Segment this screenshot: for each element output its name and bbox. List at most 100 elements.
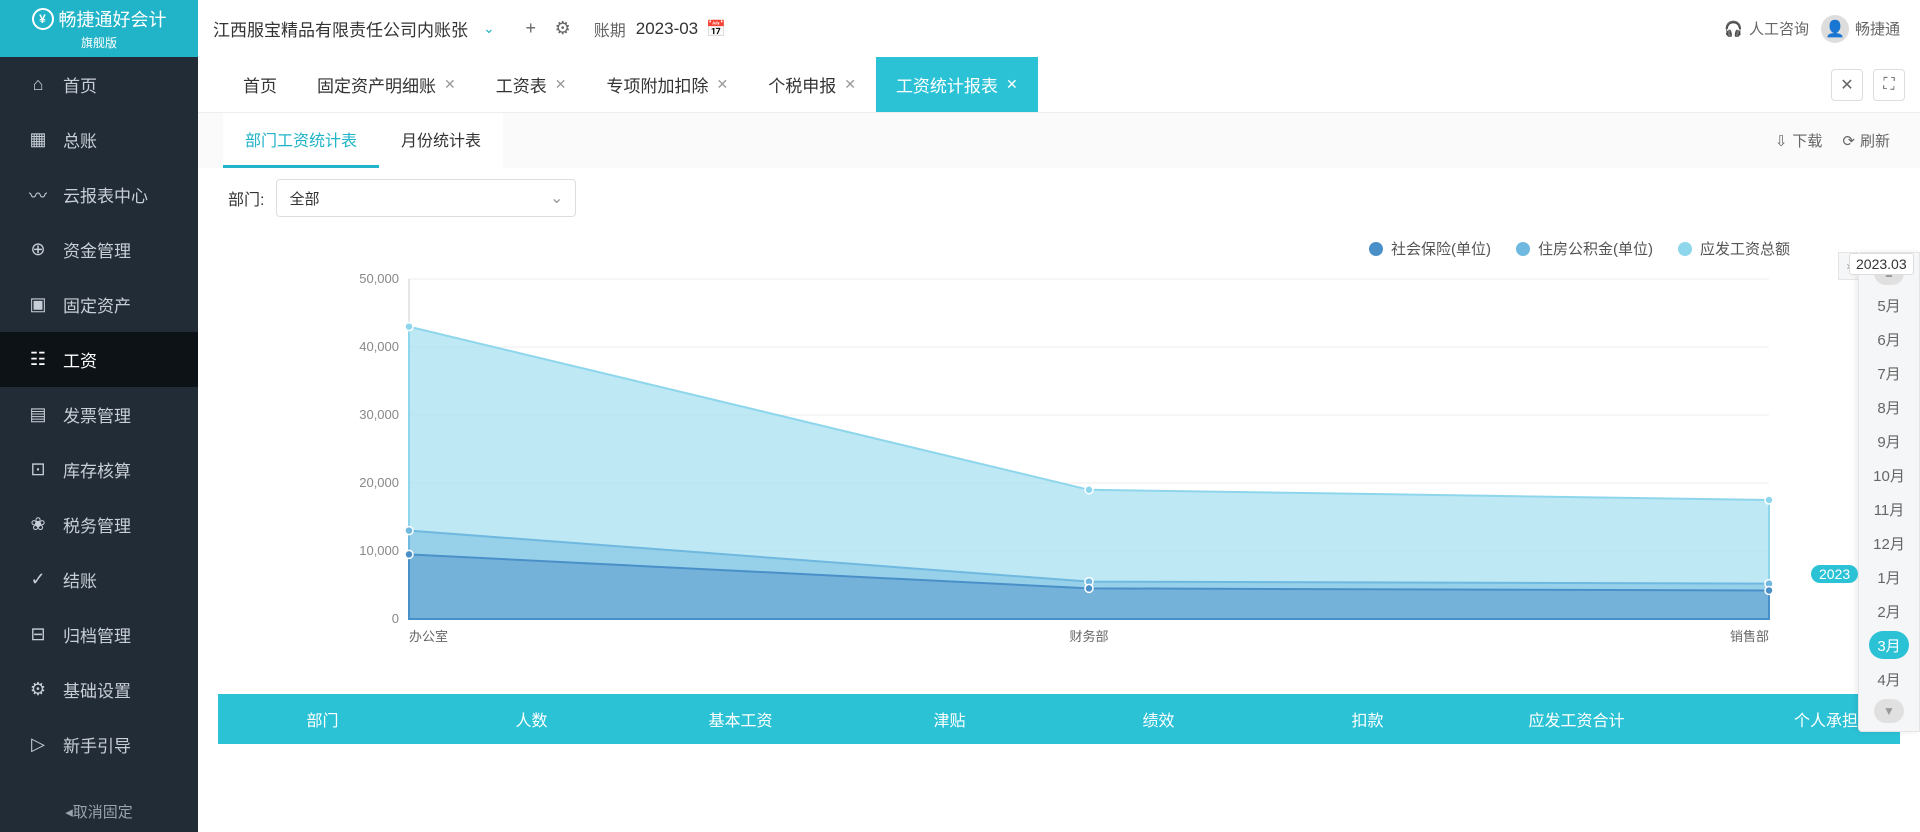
- table-header-cell: 绩效: [1054, 707, 1263, 731]
- sub-tabs: 部门工资统计表月份统计表 ⇩ 下载 ⟳ 刷新: [198, 113, 1920, 168]
- tab-close-icon[interactable]: ✕: [844, 76, 856, 93]
- sidebar-icon: ▤: [28, 405, 48, 425]
- main-content: 首页固定资产明细账✕工资表✕专项附加扣除✕个税申报✕工资统计报表✕ ✕ ⛶ 部门…: [198, 57, 1920, 832]
- sidebar-item-10[interactable]: ⊟归档管理: [0, 607, 198, 662]
- department-select[interactable]: 全部 ⌄: [276, 179, 576, 217]
- sidebar-item-1[interactable]: ▦总账: [0, 112, 198, 167]
- legend-dot: [1516, 242, 1530, 256]
- logo-text: 畅捷通好会计: [59, 6, 167, 32]
- legend-item[interactable]: 社会保险(单位): [1369, 238, 1491, 259]
- refresh-button[interactable]: ⟳ 刷新: [1842, 130, 1890, 151]
- tab-3[interactable]: 专项附加扣除✕: [586, 57, 748, 112]
- sidebar-item-9[interactable]: ✓结账: [0, 552, 198, 607]
- tab-close-icon[interactable]: ✕: [555, 76, 567, 93]
- consult-button[interactable]: 🎧 人工咨询: [1724, 18, 1809, 39]
- company-dropdown-icon[interactable]: ⌄: [483, 20, 495, 37]
- tab-1[interactable]: 固定资产明细账✕: [297, 57, 476, 112]
- month-item[interactable]: 7月: [1869, 359, 1909, 387]
- tab-2[interactable]: 工资表✕: [476, 57, 587, 112]
- table-header-cell: 人数: [427, 707, 636, 731]
- sidebar-item-3[interactable]: ⊕资金管理: [0, 222, 198, 277]
- area-chart: 010,00020,00030,00040,00050,000办公室财务部销售部: [228, 269, 1890, 679]
- sidebar-icon: ⊡: [28, 460, 48, 480]
- settings-icon[interactable]: ⚙: [547, 13, 579, 45]
- table-header-cell: 应发工资合计: [1472, 707, 1681, 731]
- sidebar-item-8[interactable]: ❀税务管理: [0, 497, 198, 552]
- refresh-icon: ⟳: [1842, 132, 1855, 150]
- month-down[interactable]: ▼: [1874, 699, 1904, 723]
- table-header-cell: 津贴: [845, 707, 1054, 731]
- month-item[interactable]: 11月: [1869, 495, 1909, 523]
- sidebar-item-6[interactable]: ▤发票管理: [0, 387, 198, 442]
- tab-4[interactable]: 个税申报✕: [748, 57, 876, 112]
- month-item[interactable]: 2月: [1869, 597, 1909, 625]
- chevron-down-icon: ⌄: [550, 188, 563, 208]
- close-all-tabs[interactable]: ✕: [1831, 69, 1863, 101]
- sidebar-icon: ▷: [28, 735, 48, 755]
- user-menu[interactable]: 👤 畅捷通: [1821, 15, 1900, 43]
- svg-text:0: 0: [392, 611, 399, 626]
- sub-tab-0[interactable]: 部门工资统计表: [223, 112, 379, 168]
- filter-row: 部门: 全部 ⌄: [198, 168, 1920, 228]
- month-item[interactable]: 8月: [1869, 393, 1909, 421]
- tab-5[interactable]: 工资统计报表✕: [876, 57, 1038, 112]
- sidebar-item-2[interactable]: 〰云报表中心: [0, 167, 198, 222]
- sidebar-icon: ❀: [28, 515, 48, 535]
- sidebar-item-7[interactable]: ⊡库存核算: [0, 442, 198, 497]
- sidebar-unpin[interactable]: ◂取消固定: [0, 801, 198, 822]
- sidebar-item-11[interactable]: ⚙基础设置: [0, 662, 198, 717]
- legend-dot: [1369, 242, 1383, 256]
- sidebar-item-4[interactable]: ▣固定资产: [0, 277, 198, 332]
- sidebar: ⌂首页▦总账〰云报表中心⊕资金管理▣固定资产☷工资▤发票管理⊡库存核算❀税务管理…: [0, 57, 198, 832]
- year-pill: 2023: [1811, 565, 1858, 583]
- month-item[interactable]: 10月: [1869, 461, 1909, 489]
- chart-legend: 社会保险(单位) 住房公积金(单位) 应发工资总额: [228, 238, 1890, 259]
- sub-tab-1[interactable]: 月份统计表: [379, 112, 503, 168]
- sidebar-item-0[interactable]: ⌂首页: [0, 57, 198, 112]
- logo-sub: 旗舰版: [81, 34, 117, 51]
- table-header-cell: 扣款: [1263, 707, 1472, 731]
- month-item[interactable]: 12月: [1869, 529, 1909, 557]
- sidebar-item-5[interactable]: ☷工资: [0, 332, 198, 387]
- month-panel: 2023.03 ▲5月6月7月8月9月10月11月12月20231月2月3月4月…: [1858, 252, 1920, 732]
- logo-icon: ¥: [32, 8, 54, 30]
- download-icon: ⇩: [1775, 132, 1788, 150]
- svg-text:30,000: 30,000: [359, 407, 399, 422]
- sidebar-item-12[interactable]: ▷新手引导: [0, 717, 198, 772]
- svg-text:财务部: 财务部: [1069, 629, 1108, 644]
- month-item[interactable]: 3月: [1869, 631, 1909, 659]
- svg-text:50,000: 50,000: [359, 271, 399, 286]
- sidebar-icon: 〰: [28, 185, 48, 205]
- sidebar-icon: ▦: [28, 130, 48, 150]
- calendar-icon[interactable]: 📅: [706, 19, 726, 39]
- download-button[interactable]: ⇩ 下载: [1775, 130, 1823, 151]
- top-header: ¥ 畅捷通好会计 旗舰版 江西服宝精品有限责任公司内账张 ⌄ + ⚙ 账期 20…: [0, 0, 1920, 57]
- legend-item[interactable]: 住房公积金(单位): [1516, 238, 1653, 259]
- month-item[interactable]: 1月: [1869, 563, 1909, 591]
- headset-icon: 🎧: [1724, 20, 1743, 38]
- tab-close-icon[interactable]: ✕: [444, 76, 456, 93]
- legend-dot: [1678, 242, 1692, 256]
- svg-text:40,000: 40,000: [359, 339, 399, 354]
- sidebar-icon: ▣: [28, 295, 48, 315]
- tabs-bar: 首页固定资产明细账✕工资表✕专项附加扣除✕个税申报✕工资统计报表✕ ✕ ⛶: [198, 57, 1920, 113]
- sidebar-icon: ⚙: [28, 680, 48, 700]
- svg-text:20,000: 20,000: [359, 475, 399, 490]
- month-item[interactable]: 5月: [1869, 291, 1909, 319]
- sidebar-icon: ☷: [28, 350, 48, 370]
- add-button[interactable]: +: [515, 13, 547, 45]
- chart-container: 社会保险(单位)住房公积金(单位)应发工资总额 010,00020,00030,…: [198, 228, 1920, 694]
- month-item[interactable]: 9月: [1869, 427, 1909, 455]
- month-item[interactable]: 6月: [1869, 325, 1909, 353]
- svg-text:销售部: 销售部: [1730, 629, 1769, 644]
- legend-item[interactable]: 应发工资总额: [1678, 238, 1790, 259]
- period-value: 2023-03: [636, 19, 698, 39]
- fullscreen-button[interactable]: ⛶: [1873, 69, 1905, 101]
- company-name: 江西服宝精品有限责任公司内账张: [198, 16, 483, 41]
- filter-label: 部门:: [228, 186, 264, 210]
- tab-close-icon[interactable]: ✕: [716, 76, 728, 93]
- tab-0[interactable]: 首页: [223, 57, 297, 112]
- logo-area: ¥ 畅捷通好会计 旗舰版: [0, 0, 198, 57]
- tab-close-icon[interactable]: ✕: [1006, 76, 1018, 93]
- month-item[interactable]: 4月: [1869, 665, 1909, 693]
